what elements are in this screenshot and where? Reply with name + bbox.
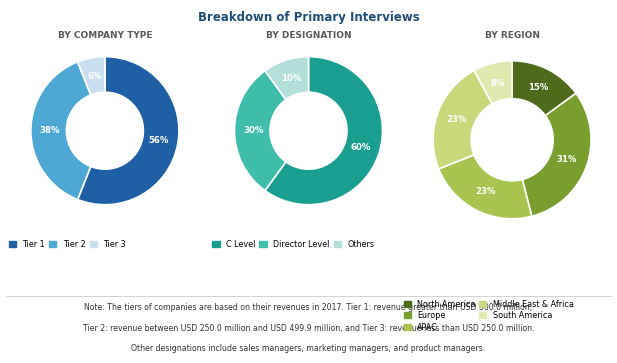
Text: 30%: 30% [244,126,264,135]
Text: 56%: 56% [149,136,169,146]
Legend: North America, Europe, APAC, Middle East & Africa, South America: North America, Europe, APAC, Middle East… [402,298,575,333]
Wedge shape [512,61,576,116]
Text: 10%: 10% [281,74,302,83]
Text: 6%: 6% [88,72,102,81]
Wedge shape [78,57,179,205]
Text: 31%: 31% [557,155,578,164]
Wedge shape [78,57,105,95]
Wedge shape [523,93,591,216]
Legend: C Level, Director Level, Others: C Level, Director Level, Others [211,238,376,250]
Text: 23%: 23% [475,187,496,196]
Text: Tier 2: revenue between USD 250.0 million and USD 499.9 million, and Tier 3: rev: Tier 2: revenue between USD 250.0 millio… [83,324,534,333]
Wedge shape [234,71,286,191]
Text: 38%: 38% [40,126,60,135]
Text: Note: The tiers of companies are based on their revenues in 2017. Tier 1: revenu: Note: The tiers of companies are based o… [85,303,532,312]
Text: 15%: 15% [528,83,549,92]
Text: 23%: 23% [447,115,467,125]
Text: 8%: 8% [491,79,505,87]
Text: BY COMPANY TYPE: BY COMPANY TYPE [57,31,152,40]
Legend: Tier 1, Tier 2, Tier 3: Tier 1, Tier 2, Tier 3 [7,238,128,250]
Wedge shape [439,155,532,219]
Wedge shape [474,61,512,104]
Text: BY REGION: BY REGION [484,31,540,40]
Wedge shape [265,57,383,205]
Text: Breakdown of Primary Interviews: Breakdown of Primary Interviews [197,11,420,24]
Wedge shape [433,70,492,169]
Text: Other designations include sales managers, marketing managers, and product manag: Other designations include sales manager… [131,344,486,353]
Wedge shape [31,62,91,200]
Text: BY DESIGNATION: BY DESIGNATION [266,31,351,40]
Text: 60%: 60% [350,143,371,152]
Wedge shape [265,57,308,99]
